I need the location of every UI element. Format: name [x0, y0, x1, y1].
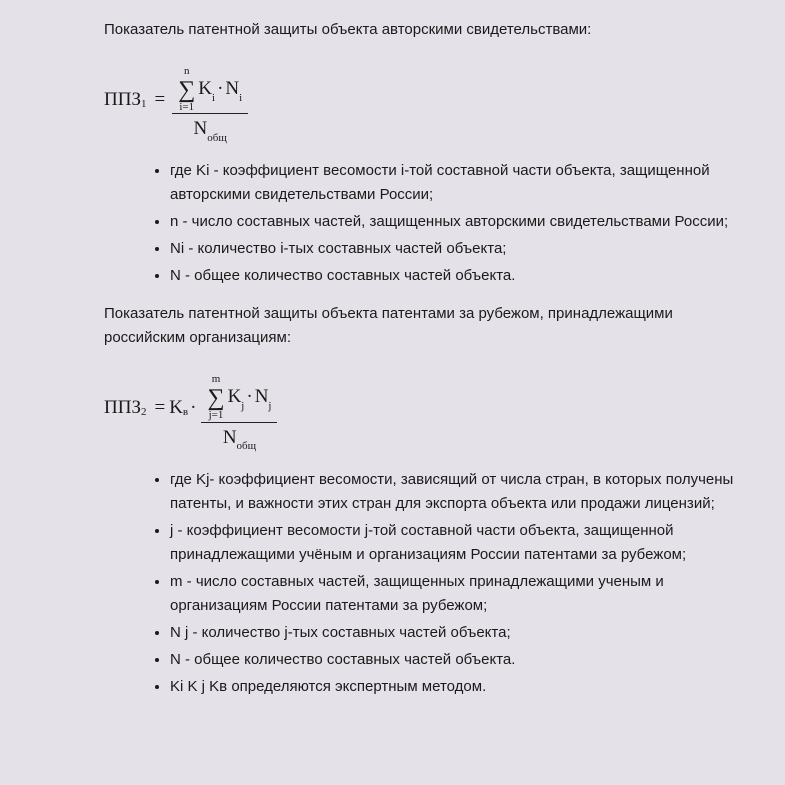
list-item: где Kj- коэффициент весомости, зависящий…	[170, 468, 743, 516]
formula-1: ППЗ 1 = n ∑ i=1 Ki·Ni Nобщ	[104, 54, 743, 145]
sigma2-lower: j=1	[209, 410, 224, 422]
formula1-lhs: ППЗ 1	[104, 85, 146, 115]
list-item: n - число составных частей, защищенных а…	[170, 210, 743, 234]
sigma1-lower: i=1	[179, 102, 194, 114]
f1-term2-main: N	[225, 78, 239, 99]
f1-den-sub: общ	[207, 132, 227, 144]
lhs1-main: ППЗ	[104, 85, 141, 115]
formula2-coef-dot: ·	[190, 393, 196, 423]
formula2-sigma: m ∑ j=1	[207, 374, 224, 421]
f2-term2-main: N	[255, 386, 269, 407]
f1-term2-sub: i	[239, 92, 242, 104]
list-item: Ni - количество i-тых составных частей о…	[170, 237, 743, 261]
formula2-lhs: ППЗ 2	[104, 393, 146, 423]
list-item: m - число составных частей, защищенных п…	[170, 570, 743, 618]
section2-list: где Kj- коэффициент весомости, зависящий…	[104, 468, 743, 699]
f1-term1-sub: i	[212, 92, 215, 104]
lhs2-main: ППЗ	[104, 393, 141, 423]
f1-dot1: ·	[217, 78, 223, 99]
f1-den-main: N	[194, 118, 208, 139]
formula2-equals: =	[154, 393, 165, 423]
list-item: N - общее количество составных частей об…	[170, 648, 743, 672]
f2-den-main: N	[223, 427, 237, 448]
lhs2-sub: 2	[141, 404, 147, 422]
section1-list: где Ki - коэффициент весомости i-той сос…	[104, 159, 743, 288]
coef-main: K	[169, 393, 183, 423]
list-item: Ki K j Kв определяются экспертным методо…	[170, 675, 743, 699]
lhs1-sub: 1	[141, 96, 147, 114]
formula1-equals: =	[154, 85, 165, 115]
sigma1-symbol: ∑	[178, 78, 195, 102]
formula-2: ППЗ 2 = Kв · m ∑ j=1 Kj·Nj Nобщ	[104, 362, 743, 453]
formula2-coef: Kв	[169, 393, 188, 423]
f1-term1-main: K	[198, 78, 212, 99]
f2-den-sub: общ	[237, 440, 257, 452]
section1-heading: Показатель патентной защиты объекта авто…	[104, 18, 743, 42]
formula1-sigma: n ∑ i=1	[178, 66, 195, 113]
section2-heading: Показатель патентной защиты объекта пате…	[104, 302, 743, 350]
f2-dot1: ·	[246, 386, 252, 407]
formula1-fraction: n ∑ i=1 Ki·Ni Nобщ	[172, 54, 248, 145]
sigma2-symbol: ∑	[207, 386, 224, 410]
list-item: где Ki - коэффициент весомости i-той сос…	[170, 159, 743, 207]
list-item: j - коэффициент весомости j-той составно…	[170, 519, 743, 567]
f2-term2-sub: j	[268, 400, 271, 412]
f2-term1-main: K	[228, 386, 242, 407]
f2-term1-sub: j	[241, 400, 244, 412]
list-item: N - общее количество составных частей об…	[170, 264, 743, 288]
sigma1-upper: n	[184, 66, 190, 78]
coef-sub: в	[183, 404, 188, 422]
formula2-fraction: m ∑ j=1 Kj·Nj Nобщ	[201, 362, 277, 453]
list-item: N j - количество j-тых составных частей …	[170, 621, 743, 645]
